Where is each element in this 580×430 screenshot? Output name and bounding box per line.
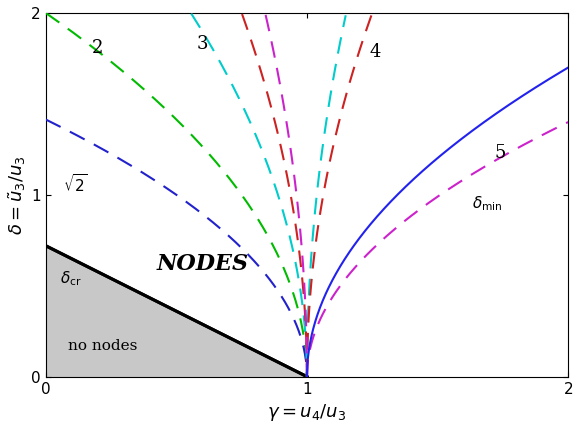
X-axis label: $\gamma = u_4/u_3$: $\gamma = u_4/u_3$ [267, 402, 346, 423]
Text: $\delta_{\rm cr}$: $\delta_{\rm cr}$ [60, 269, 82, 288]
Text: $\sqrt{2}$: $\sqrt{2}$ [63, 173, 88, 195]
Text: no nodes: no nodes [68, 339, 138, 353]
Y-axis label: $\delta = \tilde{u}_3/u_3$: $\delta = \tilde{u}_3/u_3$ [7, 155, 28, 235]
Text: 3: 3 [197, 35, 208, 53]
Text: $\delta_{\rm min}$: $\delta_{\rm min}$ [472, 194, 502, 213]
Polygon shape [46, 246, 307, 377]
Text: 2: 2 [92, 39, 104, 57]
Text: NODES: NODES [157, 253, 248, 275]
Polygon shape [46, 246, 307, 377]
Text: 4: 4 [369, 43, 380, 61]
Text: 5: 5 [495, 144, 506, 163]
